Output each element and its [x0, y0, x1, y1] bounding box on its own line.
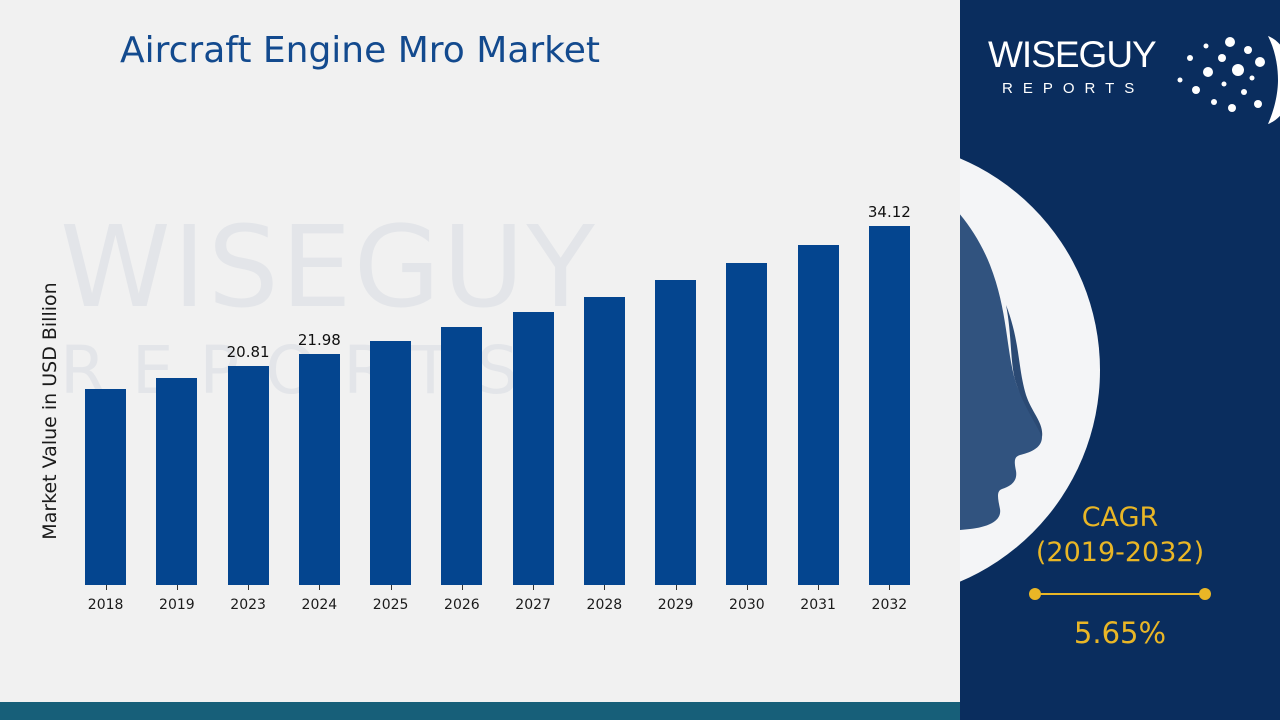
x-axis-tick-label: 2024 — [301, 597, 338, 613]
y-axis-label: Market Value in USD Billion — [39, 282, 61, 540]
x-axis-tick-label: 2030 — [729, 597, 765, 613]
cagr-period: (2019-2032) — [1035, 537, 1205, 569]
bar-group: 2025 — [355, 185, 426, 613]
cagr-divider — [1029, 588, 1211, 601]
x-axis-tick-label: 2031 — [800, 597, 836, 613]
bar — [370, 340, 412, 585]
x-axis-tick — [105, 585, 107, 590]
x-axis-tick — [248, 585, 250, 590]
cagr-divider-dot-right — [1199, 588, 1211, 601]
x-axis-tick-label: 2023 — [230, 597, 266, 613]
chart-panel: WISEGUY REPORTS Aircraft Engine Mro Mark… — [0, 30, 962, 720]
x-axis-tick — [461, 585, 463, 590]
x-axis-tick-label: 2018 — [87, 597, 124, 613]
human-head-profile-icon — [960, 214, 1043, 531]
bar-group: 2028 — [569, 185, 640, 613]
bar-group: 2026 — [426, 185, 497, 613]
bar-group: 2030 — [711, 185, 782, 613]
bar-group: 2027 — [498, 185, 569, 613]
brand-panel: WISEGUY REPORTS CAGR (2019-2032) — [960, 0, 1280, 720]
bottom-accent-band — [0, 702, 962, 720]
cagr-title: CAGR — [1081, 502, 1159, 533]
cagr-divider-line — [1035, 593, 1205, 596]
logo-dot-pattern-icon — [1177, 36, 1280, 124]
bar-group: 2018 — [70, 185, 141, 613]
bar — [583, 296, 625, 585]
x-axis-tick — [818, 585, 820, 590]
logo-wordmark: WISEGUY — [988, 34, 1157, 75]
x-axis-tick — [675, 585, 677, 590]
bar-group: 2019 — [141, 185, 212, 613]
x-axis-tick — [176, 585, 178, 590]
x-axis-tick-label: 2019 — [159, 597, 195, 613]
cagr-value: 5.65% — [1073, 616, 1167, 651]
x-axis-tick — [889, 585, 891, 590]
x-axis-tick-label: 2027 — [515, 597, 551, 613]
bar-group: 2031 — [783, 185, 854, 613]
x-axis-tick-label: 2032 — [871, 597, 908, 613]
bar — [85, 388, 127, 585]
x-axis-tick-label: 2026 — [444, 597, 480, 613]
bar-group: 2029 — [640, 185, 711, 613]
cagr-callout: CAGR (2019-2032) 5.65% — [960, 500, 1280, 650]
bar — [868, 225, 910, 585]
bar — [512, 312, 554, 585]
wiseguy-logo: WISEGUY REPORTS — [982, 28, 1280, 124]
bar-value-label: 21.98 — [297, 330, 341, 349]
bar-group: 20.81 2023 — [213, 185, 284, 613]
bar — [655, 280, 697, 585]
bar — [726, 263, 768, 585]
x-axis-tick-label: 2029 — [657, 597, 694, 613]
bar — [298, 353, 340, 585]
bar — [441, 326, 483, 585]
bar-value-label: 20.81 — [226, 342, 270, 361]
x-axis-tick — [604, 585, 606, 590]
bar — [156, 377, 198, 585]
bar — [227, 365, 269, 585]
bar-group: 21.98 2024 — [284, 185, 355, 613]
x-axis-tick-label: 2025 — [372, 597, 409, 613]
x-axis-tick — [746, 585, 748, 590]
x-axis-tick-label: 2028 — [586, 597, 623, 613]
page-title: Aircraft Engine Mro Market — [120, 30, 601, 71]
x-axis-tick — [390, 585, 392, 590]
bar-value-label: 34.12 — [867, 202, 911, 221]
x-axis-tick — [319, 585, 321, 590]
logo-subtitle: REPORTS — [1002, 80, 1145, 97]
x-axis-tick — [533, 585, 535, 590]
plot-area: 2018 2019 20.81 2023 21.98 2024 2025 2026 2027 20… — [70, 185, 925, 613]
bar — [797, 245, 839, 585]
bar-group: 34.12 2032 — [854, 185, 925, 613]
